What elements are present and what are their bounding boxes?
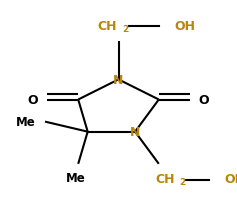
Text: 2: 2 — [122, 25, 128, 34]
Text: N: N — [130, 126, 140, 138]
Text: O: O — [199, 94, 209, 106]
Text: 2: 2 — [180, 178, 186, 186]
Text: O: O — [28, 94, 38, 106]
Text: OH: OH — [224, 173, 237, 185]
Text: OH: OH — [174, 20, 195, 32]
Text: Me: Me — [66, 172, 86, 184]
Text: CH: CH — [155, 173, 175, 185]
Text: CH: CH — [97, 20, 117, 32]
Text: Me: Me — [16, 116, 36, 128]
Text: N: N — [113, 74, 124, 86]
